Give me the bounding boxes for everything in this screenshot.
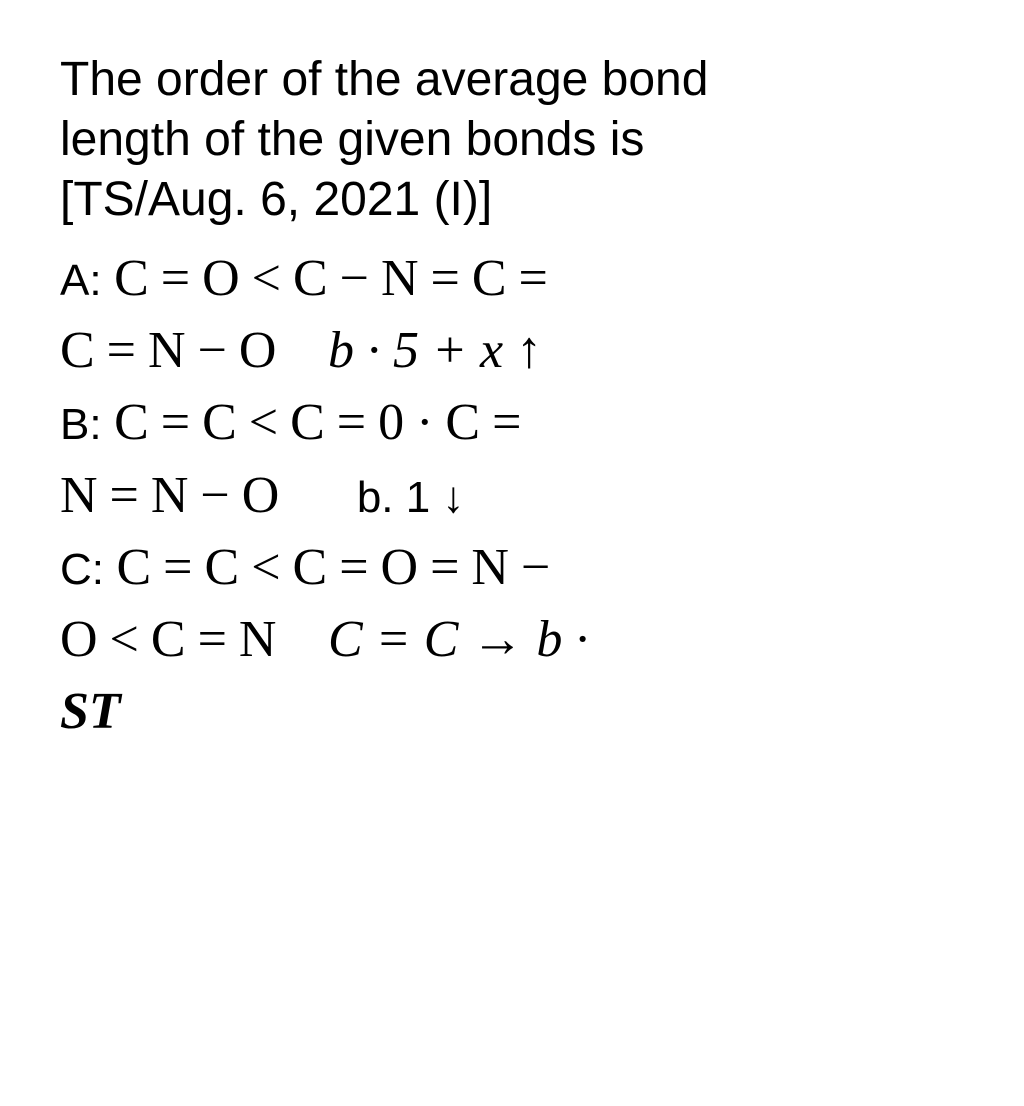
option-c-line2-left: O < C = N bbox=[60, 611, 276, 668]
option-a-label: A: bbox=[60, 256, 102, 305]
option-b-line2-right: b. 1 ↓ bbox=[357, 473, 465, 522]
question-line-1: The order of the average bond bbox=[60, 50, 974, 110]
option-c-label: C: bbox=[60, 545, 104, 594]
option-c-line2-right: C = C → b · bbox=[328, 611, 588, 668]
option-c-line3: ST bbox=[60, 683, 121, 740]
option-a-line2-left: C = N − O bbox=[60, 322, 276, 379]
option-a-line1: C = O < C − N = C = bbox=[102, 250, 548, 307]
question-line-3: [TS/Aug. 6, 2021 (I)] bbox=[60, 170, 974, 230]
option-b-line2-left: N = N − O bbox=[60, 467, 279, 524]
option-b-label: B: bbox=[60, 400, 102, 449]
option-a-line2-right: b · 5 + x ↑ bbox=[328, 322, 542, 379]
option-c-line1: C = C < C = O = N − bbox=[104, 539, 550, 596]
option-b-line1: C = C < C = 0 · C = bbox=[102, 394, 521, 451]
question-line-2: length of the given bonds is bbox=[60, 110, 974, 170]
